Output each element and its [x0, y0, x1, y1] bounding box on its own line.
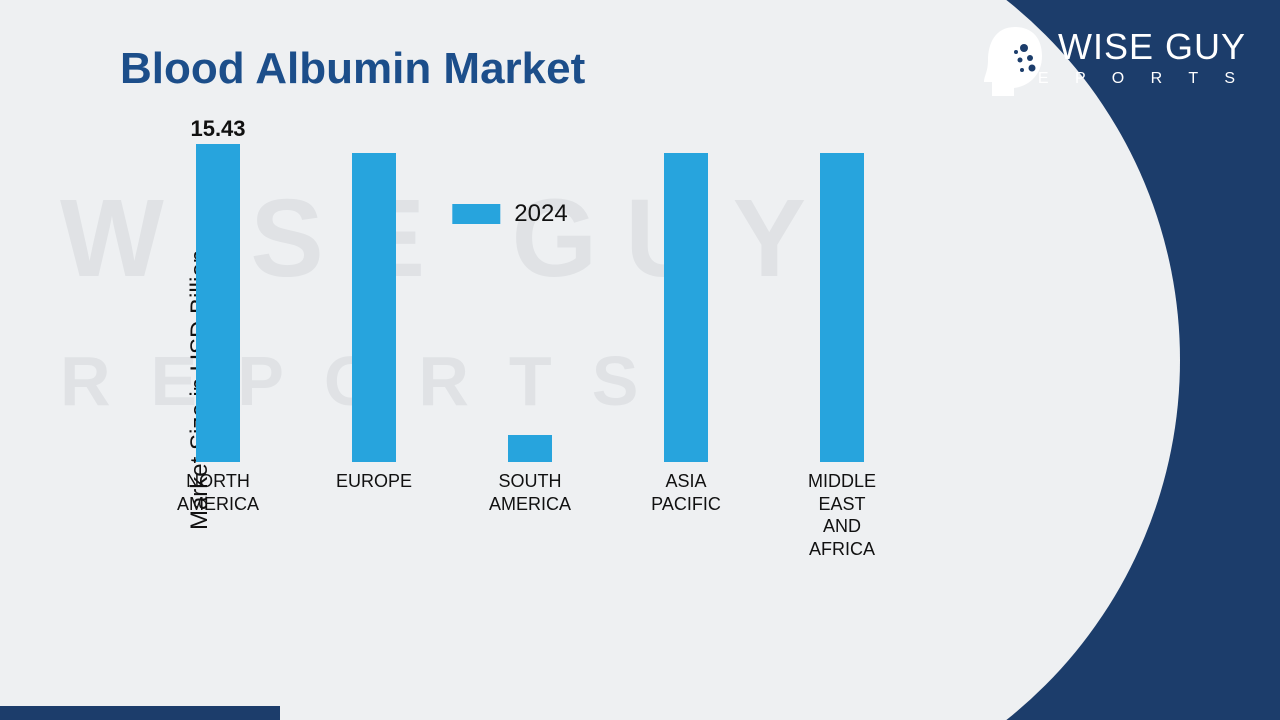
bar-group: ASIAPACIFIC [621, 132, 751, 560]
bar-slot [777, 132, 907, 462]
category-label: EUROPE [336, 470, 412, 560]
bottom-accent-bar [0, 706, 280, 720]
bar-value-label: 15.43 [148, 116, 288, 142]
bar-slot [465, 132, 595, 462]
bar-group: EUROPE [309, 132, 439, 560]
chart-plot-area: 15.43NORTHAMERICAEUROPESOUTHAMERICAASIAP… [140, 190, 920, 560]
bar-group: 15.43NORTHAMERICA [153, 132, 283, 560]
bar [352, 153, 396, 462]
bar [508, 435, 552, 462]
bar-group: MIDDLEEASTANDAFRICA [777, 132, 907, 560]
bar-group: SOUTHAMERICA [465, 132, 595, 560]
bar-chart: Market Size in USD Billion 2024 15.43NOR… [100, 150, 920, 630]
category-label: ASIAPACIFIC [651, 470, 721, 560]
bar-slot [621, 132, 751, 462]
bar [664, 153, 708, 462]
category-label: MIDDLEEASTANDAFRICA [808, 470, 876, 560]
bar [196, 144, 240, 462]
bar-slot [309, 132, 439, 462]
page-title: Blood Albumin Market [120, 44, 585, 94]
brand-head-icon [980, 22, 1050, 102]
category-label: SOUTHAMERICA [489, 470, 571, 560]
category-label: NORTHAMERICA [177, 470, 259, 560]
page-root: WISE GUY REPORTS Blood Albumin Market WI… [0, 0, 1280, 720]
bar-slot: 15.43 [153, 132, 283, 462]
bar [820, 153, 864, 462]
